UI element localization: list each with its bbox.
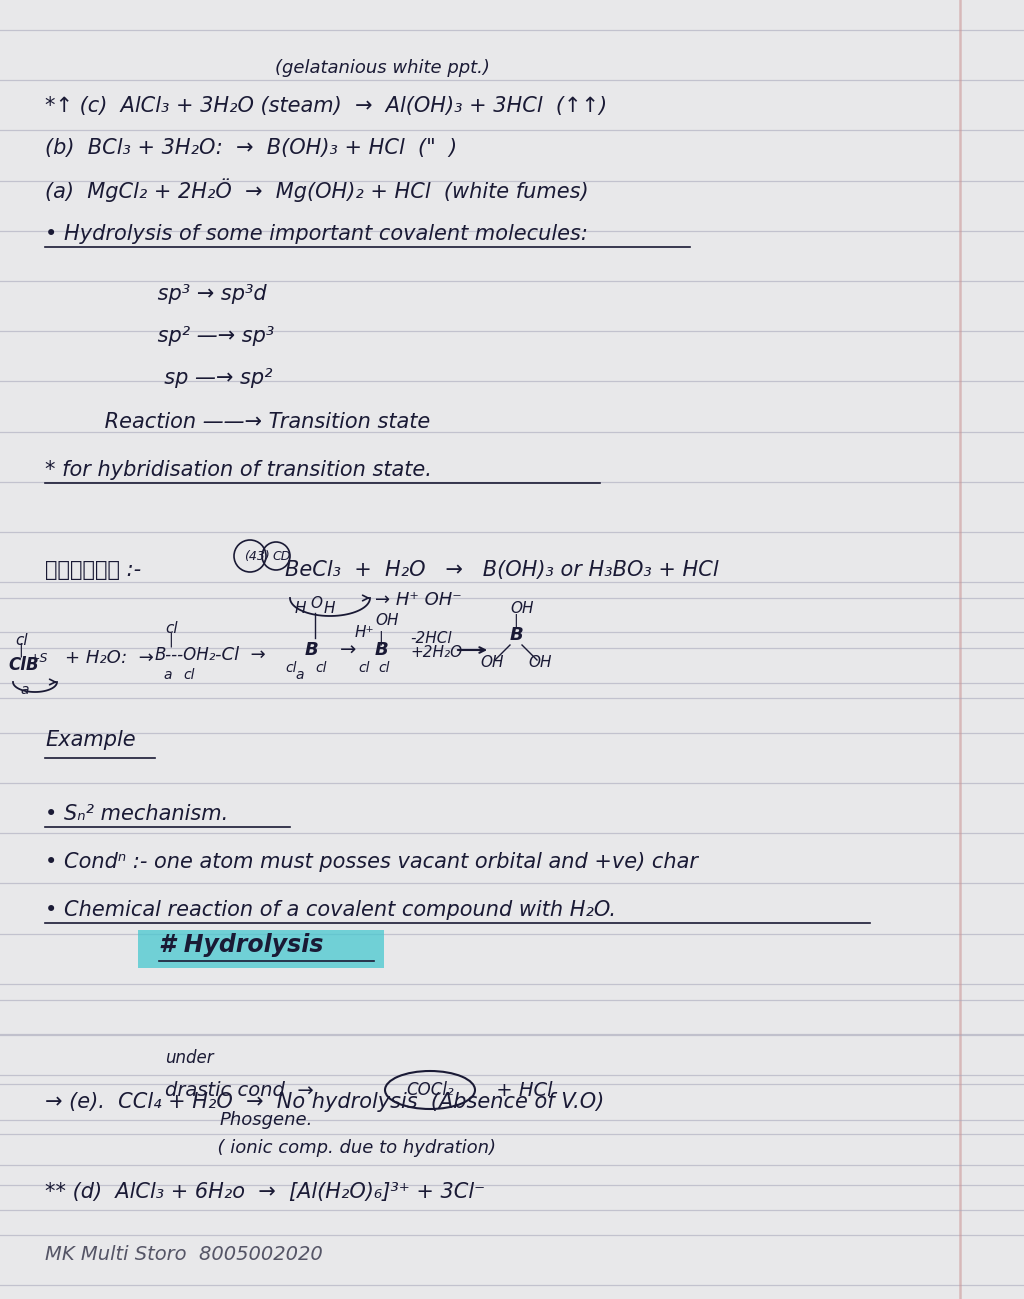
Text: B: B bbox=[305, 640, 318, 659]
Text: sp² —→ sp³: sp² —→ sp³ bbox=[45, 326, 274, 346]
Text: B: B bbox=[510, 626, 523, 644]
Text: + H₂O:  →: + H₂O: → bbox=[65, 650, 154, 666]
Text: *↑ (c)  AlCl₃ + 3H₂O (steam)  →  Al(OH)₃ + 3HCl  (↑↑): *↑ (c) AlCl₃ + 3H₂O (steam) → Al(OH)₃ + … bbox=[45, 96, 607, 116]
Text: H⁺: H⁺ bbox=[355, 625, 375, 639]
Text: • Condⁿ :- one atom must posses vacant orbital and +ve) char: • Condⁿ :- one atom must posses vacant o… bbox=[45, 852, 698, 872]
Text: +S: +S bbox=[30, 652, 48, 665]
Text: (gelatanious white ppt.): (gelatanious white ppt.) bbox=[45, 58, 489, 77]
Text: cl: cl bbox=[15, 633, 28, 647]
Bar bbox=[138, 930, 384, 968]
Text: H: H bbox=[324, 600, 336, 616]
Text: cl: cl bbox=[358, 661, 370, 675]
Text: # Hydrolysis: # Hydrolysis bbox=[159, 933, 324, 957]
Text: cl: cl bbox=[378, 661, 389, 675]
Text: → (e).  CCl₄ + H₂O  →  No hydrolysis  (Absence of V.O): → (e). CCl₄ + H₂O → No hydrolysis (Absen… bbox=[45, 1092, 604, 1112]
Text: ** (d)  AlCl₃ + 6H₂o  →  [Al(H₂O)₆]³⁺ + 3Cl⁻: ** (d) AlCl₃ + 6H₂o → [Al(H₂O)₆]³⁺ + 3Cl… bbox=[45, 1182, 485, 1202]
Text: (b)  BCl₃ + 3H₂O:  →  B(OH)₃ + HCl  ("  ): (b) BCl₃ + 3H₂O: → B(OH)₃ + HCl (" ) bbox=[45, 138, 457, 158]
Text: BeCl₃  +  H₂O   →   B(OH)₃ or H₃BO₃ + HCl: BeCl₃ + H₂O → B(OH)₃ or H₃BO₃ + HCl bbox=[285, 560, 719, 579]
Text: cl: cl bbox=[183, 668, 195, 682]
Text: a: a bbox=[295, 668, 303, 682]
Text: |: | bbox=[18, 643, 23, 657]
Text: ClB: ClB bbox=[8, 656, 39, 674]
Text: H: H bbox=[295, 600, 306, 616]
Text: -2HCl: -2HCl bbox=[410, 630, 452, 646]
Text: |: | bbox=[378, 631, 383, 646]
Text: OH: OH bbox=[528, 655, 552, 669]
Text: OH: OH bbox=[510, 600, 534, 616]
Text: + HCl: + HCl bbox=[490, 1081, 553, 1099]
Text: sp³ → sp³d: sp³ → sp³d bbox=[45, 284, 266, 304]
Text: |: | bbox=[168, 633, 173, 647]
Text: • Sₙ² mechanism.: • Sₙ² mechanism. bbox=[45, 804, 228, 824]
Text: CD: CD bbox=[272, 549, 291, 562]
Text: under: under bbox=[165, 1050, 214, 1066]
Text: drastic cond  →: drastic cond → bbox=[165, 1081, 313, 1099]
Text: * for hybridisation of transition state.: * for hybridisation of transition state. bbox=[45, 460, 432, 481]
Text: |: | bbox=[513, 613, 517, 629]
Text: Example: Example bbox=[45, 730, 135, 750]
Text: B: B bbox=[375, 640, 389, 659]
Text: MK Multi Storo  8005002020: MK Multi Storo 8005002020 bbox=[45, 1246, 323, 1264]
Text: O: O bbox=[310, 595, 322, 611]
Text: OH: OH bbox=[480, 655, 504, 669]
Text: Phosgene.: Phosgene. bbox=[220, 1111, 313, 1129]
Text: (a)  MgCl₂ + 2H₂Ö  →  Mg(OH)₂ + HCl  (white fumes): (a) MgCl₂ + 2H₂Ö → Mg(OH)₂ + HCl (white … bbox=[45, 178, 589, 201]
Text: a: a bbox=[163, 668, 171, 682]
Text: sp —→ sp²: sp —→ sp² bbox=[45, 368, 272, 388]
Text: +2H₂O: +2H₂O bbox=[410, 644, 462, 660]
Text: • Chemical reaction of a covalent compound with H₂O.: • Chemical reaction of a covalent compou… bbox=[45, 900, 616, 920]
Text: -Cl  →: -Cl → bbox=[215, 646, 266, 664]
Text: →: → bbox=[340, 640, 356, 660]
Text: OH: OH bbox=[375, 613, 398, 627]
Text: Reaction ——→ Transition state: Reaction ——→ Transition state bbox=[45, 412, 430, 433]
Text: B---OH₂: B---OH₂ bbox=[155, 646, 216, 664]
Text: cl: cl bbox=[315, 661, 327, 675]
Text: (43): (43) bbox=[244, 549, 269, 562]
Text: COCl₂: COCl₂ bbox=[407, 1081, 454, 1099]
Text: • Hydrolysis of some important covalent molecules:: • Hydrolysis of some important covalent … bbox=[45, 223, 588, 244]
Text: a: a bbox=[20, 683, 29, 698]
Text: जुगाड़ :-: जुगाड़ :- bbox=[45, 560, 141, 579]
Text: cl: cl bbox=[285, 661, 297, 675]
Text: cl: cl bbox=[165, 621, 177, 635]
Text: ( ionic comp. due to hydration): ( ionic comp. due to hydration) bbox=[45, 1139, 496, 1157]
Text: → H⁺ OH⁻: → H⁺ OH⁻ bbox=[375, 591, 462, 609]
